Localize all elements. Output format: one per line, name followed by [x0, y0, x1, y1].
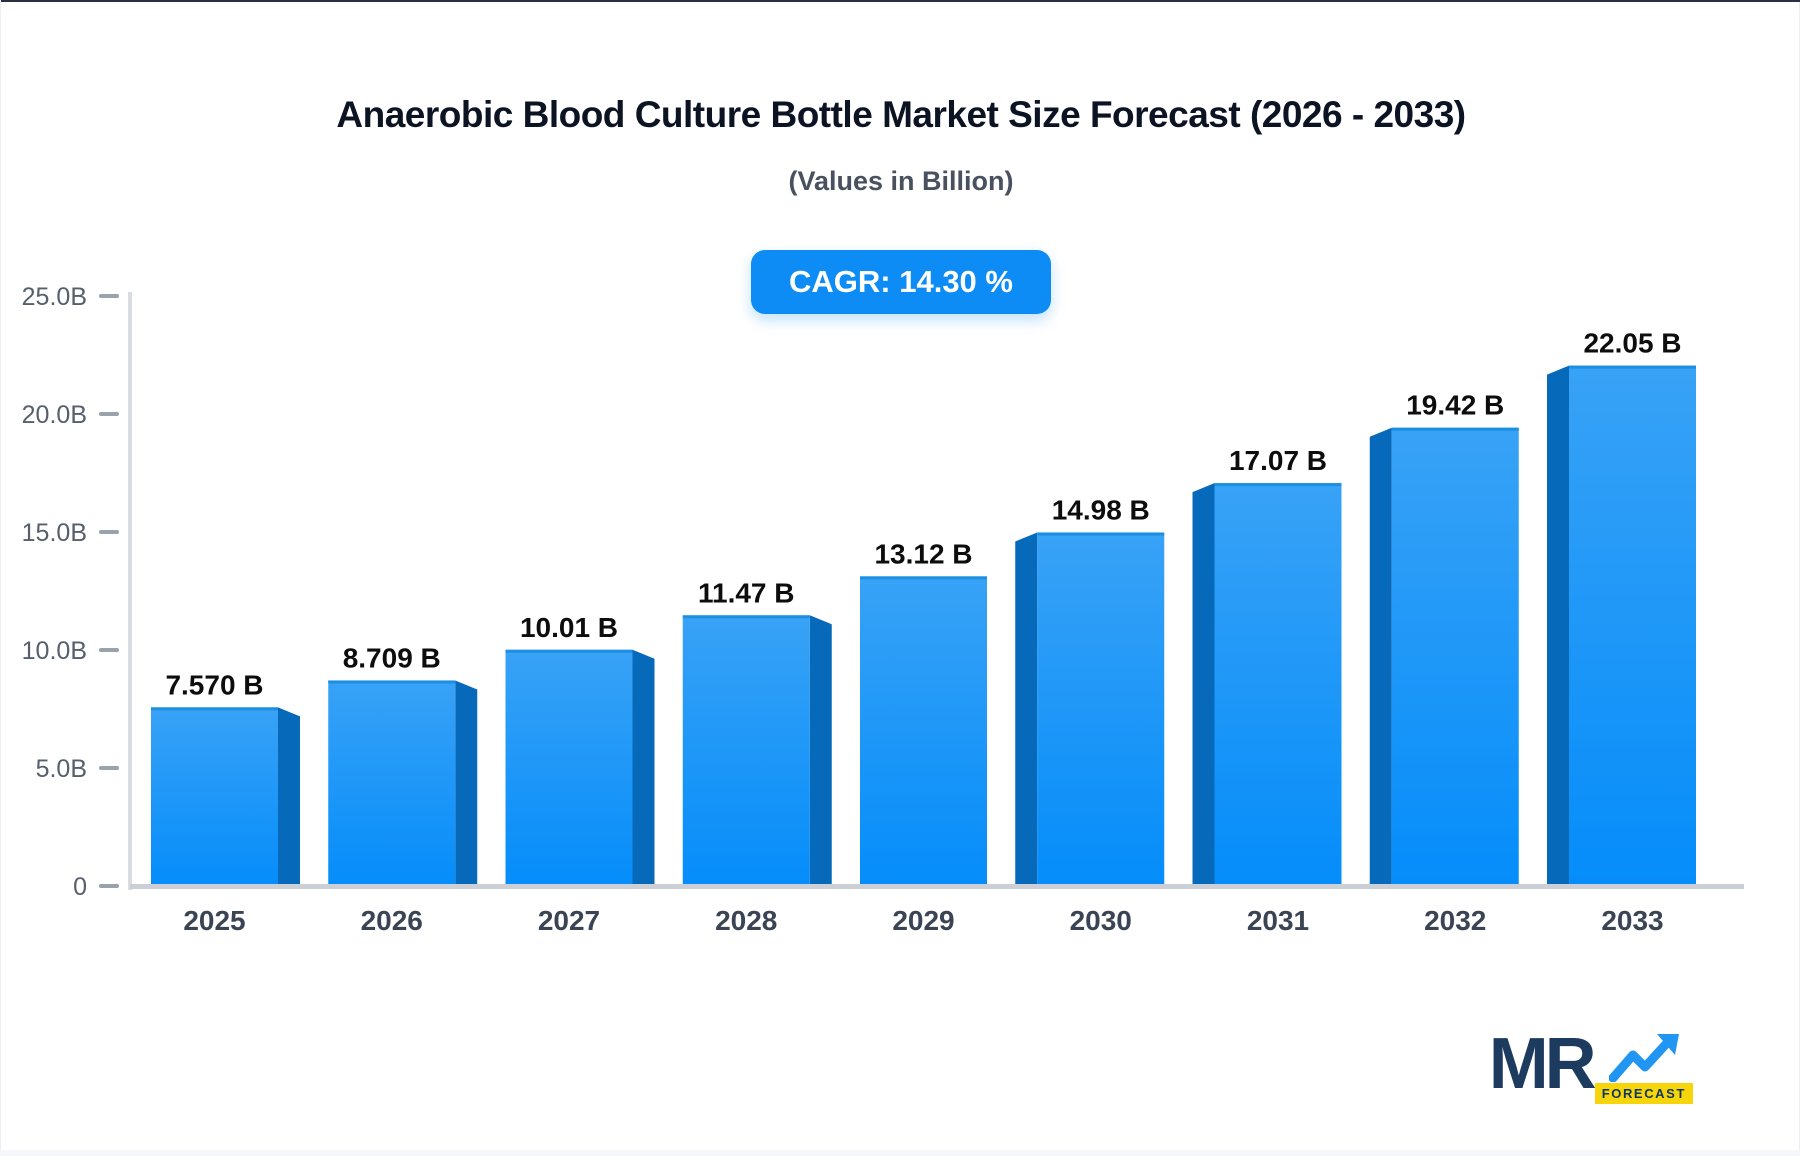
- cagr-badge: CAGR: 14.30 %: [751, 250, 1051, 314]
- x-category-label: 2032: [1424, 905, 1486, 936]
- bar-side-face: [455, 680, 478, 889]
- bar-value-label: 19.42 B: [1406, 390, 1504, 421]
- bar-face: [1391, 427, 1519, 886]
- bar-group-2031: 17.07 B 2031: [1192, 445, 1342, 936]
- y-tick-dash: [99, 412, 119, 416]
- brand-logo: MR FORECAST: [1488, 1024, 1693, 1104]
- y-axis-line: [128, 292, 132, 890]
- bar-value-label: 17.07 B: [1229, 445, 1327, 476]
- bar-face: [1214, 483, 1342, 886]
- logo-right-column: FORECAST: [1594, 1034, 1693, 1104]
- x-category-label: 2026: [361, 905, 423, 936]
- bar-group-2032: 19.42 B 2032: [1369, 390, 1519, 936]
- chart-subtitle: (Values in Billion): [788, 166, 1014, 196]
- bar-value-label: 13.12 B: [874, 538, 972, 569]
- bar-group-2025: 7.570 B 2025: [151, 669, 300, 936]
- x-category-label: 2029: [892, 905, 954, 936]
- y-tick-dash: [99, 294, 119, 298]
- bar-top-edge: [1391, 427, 1519, 431]
- logo-mr-text: MR: [1488, 1024, 1597, 1104]
- bar-side-face: [1192, 483, 1215, 889]
- bar-value-label: 7.570 B: [165, 669, 263, 700]
- x-axis-baseline: [130, 884, 1744, 889]
- bar-top-edge: [1569, 365, 1696, 369]
- bar-top-edge: [505, 649, 633, 653]
- bar-value-label: 22.05 B: [1583, 328, 1681, 359]
- x-category-label: 2028: [715, 905, 777, 936]
- bar-group-2029: 13.12 B 2029: [860, 538, 987, 936]
- logo-forecast-tag: FORECAST: [1594, 1083, 1693, 1104]
- window-top-edge: [1, 0, 1800, 2]
- bar-face: [505, 649, 633, 886]
- x-category-label: 2033: [1601, 905, 1663, 936]
- bar-face: [328, 680, 456, 886]
- bar-face: [1569, 365, 1696, 886]
- bar-side-face: [1369, 427, 1392, 889]
- y-tick-label: 10.0B: [22, 637, 87, 665]
- y-tick-dash: [99, 884, 119, 888]
- y-tick-label: 20.0B: [22, 401, 87, 429]
- bar-group-2033: 22.05 B 2033: [1547, 328, 1696, 936]
- y-tick-dash: [99, 530, 119, 534]
- bar-face: [1037, 532, 1165, 886]
- bar-face: [682, 615, 810, 886]
- x-category-label: 2031: [1247, 905, 1309, 936]
- bar-value-label: 11.47 B: [698, 577, 795, 608]
- x-category-label: 2030: [1070, 905, 1132, 936]
- x-category-label: 2025: [183, 905, 245, 936]
- x-category-label: 2027: [538, 905, 600, 936]
- y-tick-label: 0: [73, 873, 87, 901]
- bar-group-2030: 14.98 B 2030: [1015, 494, 1165, 936]
- bar-group-2026: 8.709 B 2026: [328, 642, 478, 936]
- bar-value-label: 10.01 B: [520, 612, 618, 643]
- bar-side-face: [1547, 365, 1569, 889]
- y-tick-label: 15.0B: [22, 519, 87, 547]
- bar-top-edge: [151, 707, 278, 711]
- bar-group-2027: 10.01 B 2027: [505, 612, 655, 936]
- bar-value-label: 8.709 B: [343, 642, 441, 673]
- bar-top-edge: [328, 680, 456, 684]
- bar-face: [860, 576, 987, 886]
- bar-side-face: [809, 615, 832, 889]
- bar-top-edge: [860, 576, 987, 580]
- bar-top-edge: [1037, 532, 1165, 536]
- bar-face: [151, 707, 278, 886]
- cagr-badge-row: CAGR: 14.30 %: [1, 250, 1800, 314]
- bar-top-edge: [1214, 483, 1342, 487]
- bar-side-face: [632, 649, 655, 889]
- bar-side-face: [1015, 532, 1038, 889]
- y-tick-label: 25.0B: [22, 283, 87, 311]
- trend-up-arrow-icon: [1608, 1034, 1679, 1082]
- y-tick-dash: [99, 648, 119, 652]
- chart-title: Anaerobic Blood Culture Bottle Market Si…: [336, 94, 1466, 135]
- bar-value-label: 14.98 B: [1052, 494, 1150, 525]
- y-tick-dash: [99, 766, 119, 770]
- y-tick-label: 5.0B: [36, 755, 87, 783]
- bar-top-edge: [682, 615, 810, 619]
- bar-side-face: [278, 707, 300, 889]
- bar-group-2028: 11.47 B 2028: [682, 577, 832, 936]
